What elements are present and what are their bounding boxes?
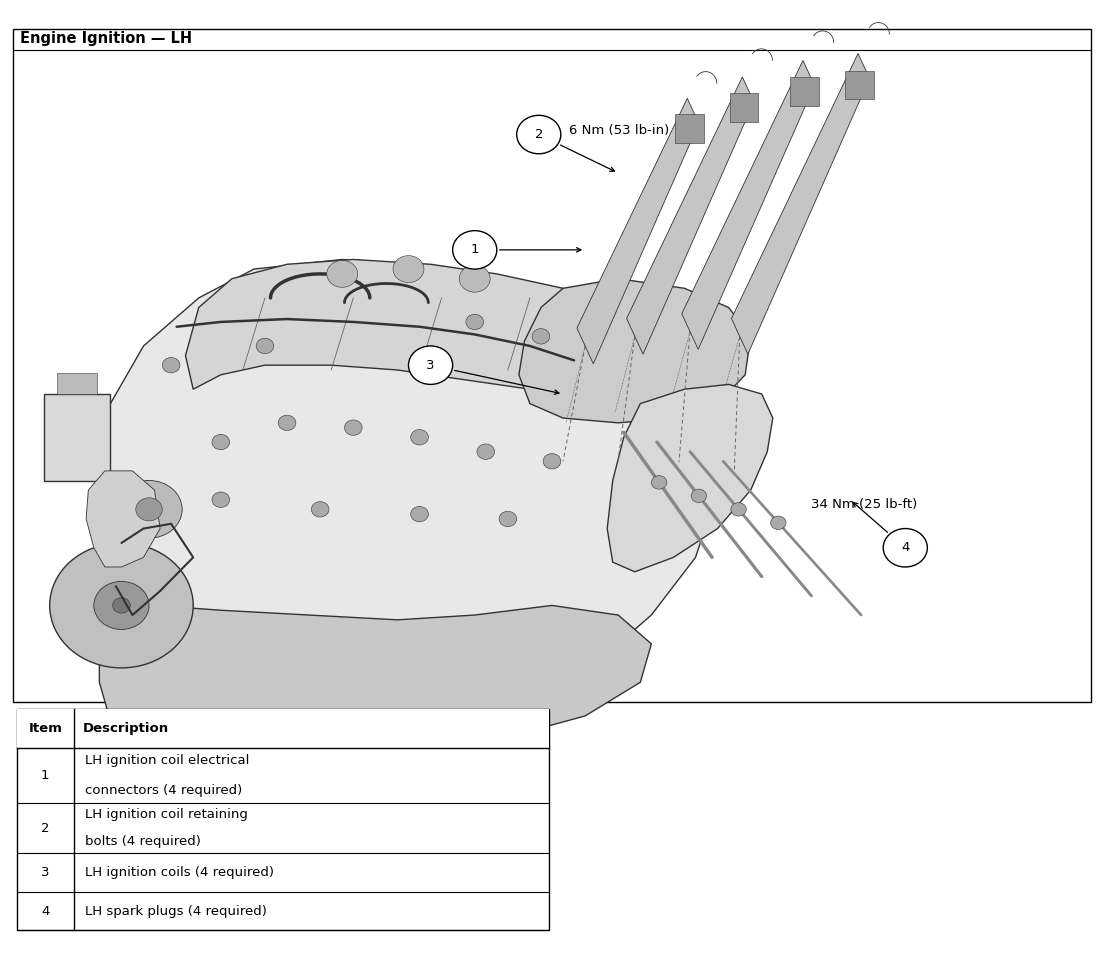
Text: LH ignition coil electrical: LH ignition coil electrical xyxy=(85,754,250,767)
Text: LH ignition coils (4 required): LH ignition coils (4 required) xyxy=(85,866,274,879)
Text: LH ignition coil retaining: LH ignition coil retaining xyxy=(85,808,248,822)
Bar xyxy=(675,114,703,143)
Circle shape xyxy=(327,260,358,287)
Circle shape xyxy=(311,502,329,517)
Circle shape xyxy=(883,529,927,567)
Text: Item: Item xyxy=(29,722,62,735)
Circle shape xyxy=(408,346,453,384)
Circle shape xyxy=(477,444,495,459)
Circle shape xyxy=(256,338,274,354)
Circle shape xyxy=(466,314,484,330)
Text: Engine Ignition — LH: Engine Ignition — LH xyxy=(20,31,192,46)
Text: 2: 2 xyxy=(41,822,50,835)
Circle shape xyxy=(459,265,490,292)
Text: 2: 2 xyxy=(534,128,543,141)
Circle shape xyxy=(453,231,497,269)
Circle shape xyxy=(651,476,667,489)
Text: 34 Nm (25 lb-ft): 34 Nm (25 lb-ft) xyxy=(811,498,917,511)
Circle shape xyxy=(411,506,428,522)
Circle shape xyxy=(543,454,561,469)
Text: LH spark plugs (4 required): LH spark plugs (4 required) xyxy=(85,904,267,918)
Polygon shape xyxy=(185,259,651,394)
Text: Description: Description xyxy=(83,722,169,735)
Circle shape xyxy=(50,543,193,668)
Circle shape xyxy=(116,480,182,538)
Circle shape xyxy=(344,420,362,435)
Bar xyxy=(13,29,1091,702)
Circle shape xyxy=(136,498,162,521)
Bar xyxy=(845,71,873,100)
Circle shape xyxy=(731,503,746,516)
Circle shape xyxy=(517,115,561,154)
Text: 1: 1 xyxy=(470,243,479,257)
Polygon shape xyxy=(607,384,773,572)
Polygon shape xyxy=(627,77,754,355)
Polygon shape xyxy=(99,605,651,750)
Circle shape xyxy=(94,581,149,629)
Circle shape xyxy=(532,329,550,344)
Circle shape xyxy=(691,489,707,503)
Bar xyxy=(17,709,549,748)
Text: 1: 1 xyxy=(41,769,50,782)
Circle shape xyxy=(212,492,230,507)
Polygon shape xyxy=(99,259,729,740)
Polygon shape xyxy=(577,98,699,364)
Text: 4: 4 xyxy=(41,904,50,918)
Polygon shape xyxy=(519,279,751,423)
Circle shape xyxy=(411,430,428,445)
Text: 3: 3 xyxy=(41,866,50,879)
Polygon shape xyxy=(732,54,870,355)
Bar xyxy=(44,394,110,480)
Text: connectors (4 required): connectors (4 required) xyxy=(85,784,242,797)
Circle shape xyxy=(113,598,130,613)
Bar xyxy=(17,709,549,930)
Circle shape xyxy=(771,516,786,530)
Circle shape xyxy=(162,357,180,373)
Text: 4: 4 xyxy=(901,541,910,554)
Circle shape xyxy=(278,415,296,431)
Text: bolts (4 required): bolts (4 required) xyxy=(85,835,201,849)
Text: 3: 3 xyxy=(426,358,435,372)
Bar xyxy=(57,373,97,394)
Circle shape xyxy=(212,434,230,450)
Polygon shape xyxy=(86,471,160,567)
Polygon shape xyxy=(682,61,815,350)
Bar xyxy=(730,93,758,122)
Text: 6 Nm (53 lb-in): 6 Nm (53 lb-in) xyxy=(569,124,669,137)
Bar xyxy=(790,77,819,106)
Circle shape xyxy=(393,256,424,283)
Circle shape xyxy=(499,511,517,527)
